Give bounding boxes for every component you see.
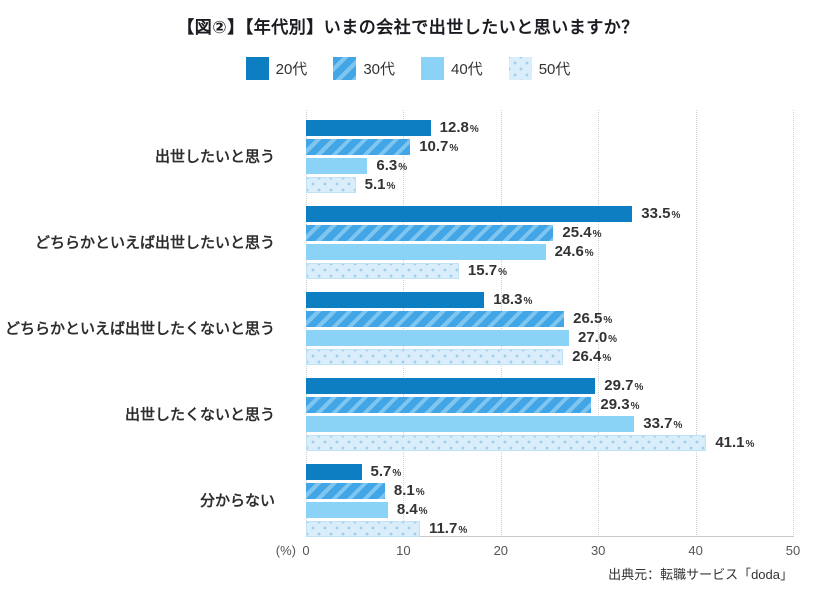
bar-20代-5: [306, 464, 362, 480]
category-label-2: どちらかといえば出世したいと思う: [34, 234, 275, 252]
gridline-40: [695, 110, 697, 537]
bar-group-4: 29.7% 29.3% 33.7% 41.1%: [306, 377, 793, 454]
bar-20代-1: [306, 120, 431, 136]
bar-row: 15.7%: [306, 262, 793, 279]
bar-30代-4: [306, 397, 592, 413]
legend-item-2: 30代: [333, 57, 395, 80]
bar-50代-1: [306, 177, 356, 193]
category-label-1: 出世したいと思う: [154, 148, 275, 166]
legend: 20代 30代 40代 50代: [0, 57, 816, 80]
bar-30代-5: [306, 483, 385, 499]
legend-swatch-icon: [333, 57, 357, 80]
bar-value-label: 26.5%: [573, 310, 613, 327]
bar-row: 11.7%: [306, 520, 793, 537]
x-tick-label-20: 20: [493, 543, 509, 558]
bar-row: 29.7%: [306, 377, 793, 394]
x-axis-line: [306, 536, 793, 537]
bar-40代-4: [306, 416, 635, 432]
bar-row: 29.3%: [306, 396, 793, 413]
bar-value-label: 29.3%: [600, 396, 640, 413]
bar-group-5: 5.7% 8.1% 8.4% 11.7%: [306, 463, 793, 540]
bar-row: 18.3%: [306, 291, 793, 308]
bar-row: 24.6%: [306, 243, 793, 260]
x-tick-label-30: 30: [590, 543, 606, 558]
legend-label: 30代: [363, 61, 395, 78]
x-tick-label-10: 10: [396, 543, 411, 558]
legend-item-1: 20代: [245, 57, 308, 80]
bar-row: 5.7%: [306, 463, 793, 480]
legend-swatch-icon: [508, 57, 532, 80]
bar-value-label: 6.3%: [376, 157, 408, 174]
category-label-5: 分からない: [199, 492, 275, 510]
bar-row: 33.7%: [306, 415, 793, 432]
bar-row: 41.1%: [306, 434, 793, 451]
category-label-4: 出世したくないと思う: [124, 406, 275, 424]
bar-group-2: 33.5% 25.4% 24.6% 15.7%: [306, 205, 793, 282]
bar-20代-3: [306, 292, 485, 308]
bar-row: 26.5%: [306, 310, 793, 327]
bar-40代-1: [306, 158, 368, 174]
source-credit: 出典元：転職サービス「doda」: [608, 567, 793, 582]
bar-50代-3: [306, 349, 564, 365]
bar-value-label: 5.7%: [370, 463, 402, 480]
chart-title: 【図②】【年代別】いまの会社で出世したいと思いますか？: [177, 18, 639, 37]
bar-row: 27.0%: [306, 329, 793, 346]
legend-label: 50代: [538, 61, 571, 78]
bar-value-label: 24.6%: [554, 243, 594, 260]
bar-20代-2: [306, 206, 633, 222]
bar-value-label: 27.0%: [577, 329, 618, 346]
x-tick-label-40: 40: [688, 543, 703, 558]
bar-value-label: 41.1%: [715, 434, 755, 451]
legend-swatch-icon: [245, 57, 269, 80]
bar-row: 26.4%: [306, 348, 793, 365]
bar-50代-4: [306, 435, 707, 451]
bar-value-label: 33.7%: [643, 415, 683, 432]
bar-group-3: 18.3% 26.5% 27.0% 26.4%: [306, 291, 793, 368]
legend-label: 20代: [275, 61, 308, 78]
bar-value-label: 26.4%: [572, 348, 612, 365]
bar-30代-3: [306, 311, 565, 327]
bar-value-label: 33.5%: [641, 205, 681, 222]
bar-row: 8.1%: [306, 482, 793, 499]
bar-value-label: 18.3%: [493, 291, 533, 308]
bar-row: 5.1%: [306, 176, 793, 193]
legend-label: 40代: [451, 61, 483, 78]
bar-row: 12.8%: [306, 119, 793, 136]
bar-value-label: 5.1%: [364, 176, 396, 193]
bar-value-label: 10.7%: [419, 138, 459, 155]
x-tick-label-50: 50: [785, 543, 801, 558]
bar-value-label: 8.1%: [393, 482, 425, 499]
bar-row: 6.3%: [306, 157, 793, 174]
gridline-50: [793, 110, 794, 537]
bar-row: 8.4%: [306, 501, 793, 518]
bar-value-label: 25.4%: [562, 224, 602, 241]
bar-30代-2: [306, 225, 554, 241]
bar-value-label: 15.7%: [467, 262, 508, 279]
bar-50代-5: [306, 521, 420, 537]
x-tick-label-0: 0: [302, 543, 310, 558]
bar-40代-3: [306, 330, 569, 346]
bar-value-label: 11.7%: [428, 520, 468, 537]
bar-value-label: 8.4%: [396, 501, 428, 518]
bar-group-1: 12.8% 10.7% 6.3% 5.1%: [306, 119, 793, 196]
bar-value-label: 12.8%: [439, 119, 479, 136]
bar-value-label: 29.7%: [604, 377, 644, 394]
legend-item-4: 50代: [508, 57, 571, 80]
bar-row: 10.7%: [306, 138, 793, 155]
bar-50代-2: [306, 263, 459, 279]
bar-30代-1: [306, 139, 411, 155]
gridline-30: [598, 110, 600, 537]
category-label-3: どちらかといえば出世したくないと思う: [4, 320, 275, 338]
legend-item-3: 40代: [421, 57, 483, 80]
bar-row: 33.5%: [306, 205, 793, 222]
bar-20代-4: [306, 378, 596, 394]
bar-row: 25.4%: [306, 224, 793, 241]
legend-swatch-icon: [421, 57, 444, 80]
bar-40代-5: [306, 502, 388, 518]
bar-40代-2: [306, 244, 546, 260]
plot-area: (%) 0 10 20 30 40 50 12.8% 10.7% 6.3% 5.1% 出世したいと思…: [5, 110, 800, 558]
x-axis-unit-label: (%): [275, 543, 296, 558]
